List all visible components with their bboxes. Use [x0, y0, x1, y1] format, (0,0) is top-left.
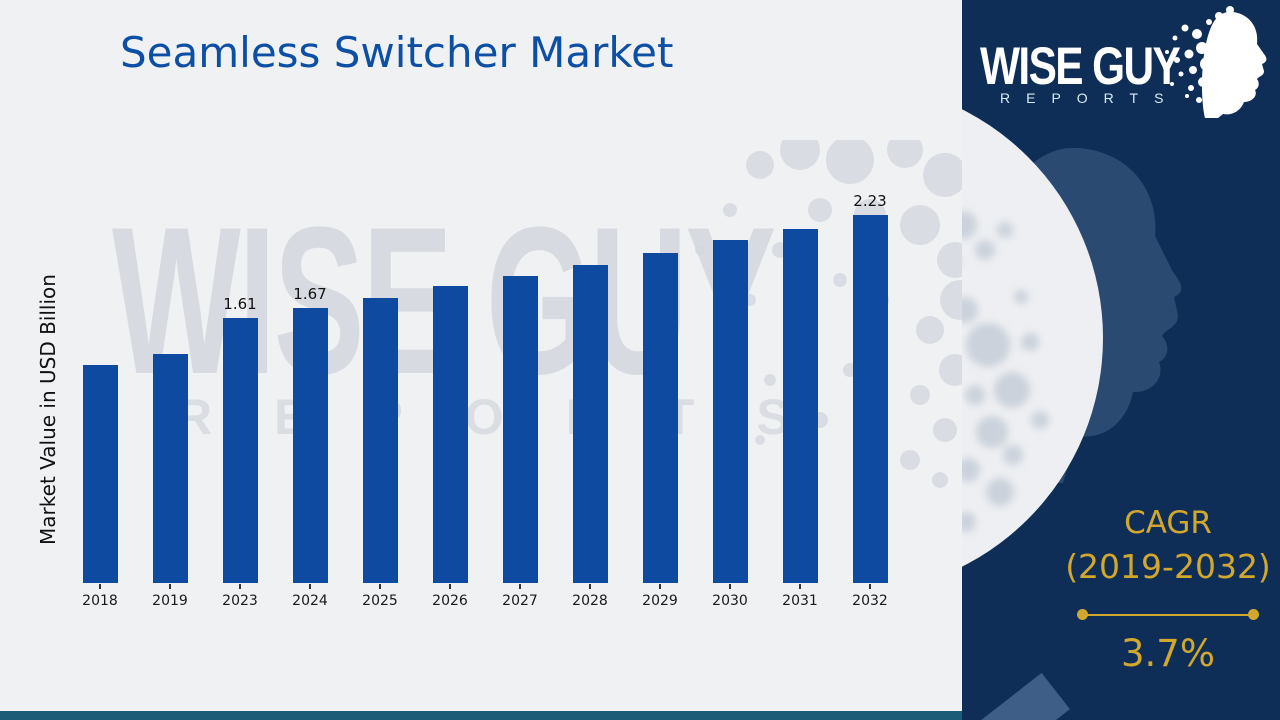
bar-2019 — [152, 354, 188, 583]
x-tick-2028 — [589, 584, 591, 589]
x-tick-label-2026: 2026 — [432, 593, 468, 609]
cagr-underline — [1077, 609, 1259, 621]
bar-2018 — [82, 365, 118, 583]
x-tick-label-2027: 2027 — [502, 593, 538, 609]
cagr-label: CAGR — [1124, 505, 1212, 541]
bar-2029 — [642, 253, 678, 583]
x-tick-label-2025: 2025 — [362, 593, 398, 609]
cagr-underline-rule — [1081, 613, 1255, 616]
x-tick-2030 — [729, 584, 731, 589]
bar-2023 — [222, 318, 258, 583]
bar-2025 — [362, 298, 398, 583]
x-tick-label-2018: 2018 — [82, 593, 118, 609]
cagr-underline-left-dot — [1077, 609, 1088, 621]
bar-value-label-2032: 2.23 — [853, 192, 887, 210]
bar-plot: 2018 2019 1.61 2023 1.67 2024 2025 2026 2027 2028… — [82, 192, 888, 609]
watermark-logo-subtext: REPORTS — [176, 392, 852, 442]
x-tick-label-2029: 2029 — [642, 593, 678, 609]
x-tick-2026 — [449, 584, 451, 589]
cagr-range: (2019-2032) — [1065, 547, 1271, 587]
bar-2032 — [852, 215, 888, 583]
cagr-value: 3.7% — [1121, 632, 1215, 676]
dotted-face-icon — [1163, 6, 1267, 118]
brand-panel: WISE GUY REPORTS CAGR (2019-2032) — [962, 0, 1280, 720]
y-axis-label: Market Value in USD Billion — [36, 274, 60, 545]
bar-2028 — [572, 265, 608, 583]
x-tick-label-2019: 2019 — [152, 593, 188, 609]
bar-2026 — [432, 286, 468, 583]
bar-2031 — [782, 229, 818, 583]
x-tick-2032 — [869, 584, 871, 589]
x-tick-2031 — [799, 584, 801, 589]
decorative-moon-circle — [962, 109, 1103, 567]
cagr-block: CAGR (2019-2032) 3.7% — [1048, 505, 1280, 675]
bar-2024 — [292, 308, 328, 583]
x-tick-2027 — [519, 584, 521, 589]
x-tick-label-2024: 2024 — [292, 593, 328, 609]
x-tick-2019 — [169, 584, 171, 589]
brand-subtitle: REPORTS — [1000, 90, 1180, 106]
chart-title: Seamless Switcher Market — [120, 28, 674, 77]
brand-logo: WISE GUY REPORTS — [962, 0, 1280, 150]
x-tick-label-2031: 2031 — [782, 593, 818, 609]
corner-ribbon-decoration — [980, 672, 1070, 720]
x-tick-label-2023: 2023 — [222, 593, 258, 609]
x-tick-label-2028: 2028 — [572, 593, 608, 609]
x-tick-2023 — [239, 584, 241, 589]
x-tick-2018 — [99, 584, 101, 589]
brand-name: WISE GUY — [980, 37, 1181, 96]
bar-2027 — [502, 276, 538, 583]
x-tick-2029 — [659, 584, 661, 589]
x-tick-label-2032: 2032 — [852, 593, 888, 609]
x-tick-label-2030: 2030 — [712, 593, 748, 609]
x-tick-2024 — [309, 584, 311, 589]
cagr-underline-right-dot — [1248, 609, 1259, 621]
bar-value-label-2024: 1.67 — [293, 285, 327, 303]
x-tick-2025 — [379, 584, 381, 589]
bottom-accent-strip — [0, 711, 962, 720]
bar-2030 — [712, 240, 748, 583]
bar-value-label-2023: 1.61 — [223, 295, 257, 313]
